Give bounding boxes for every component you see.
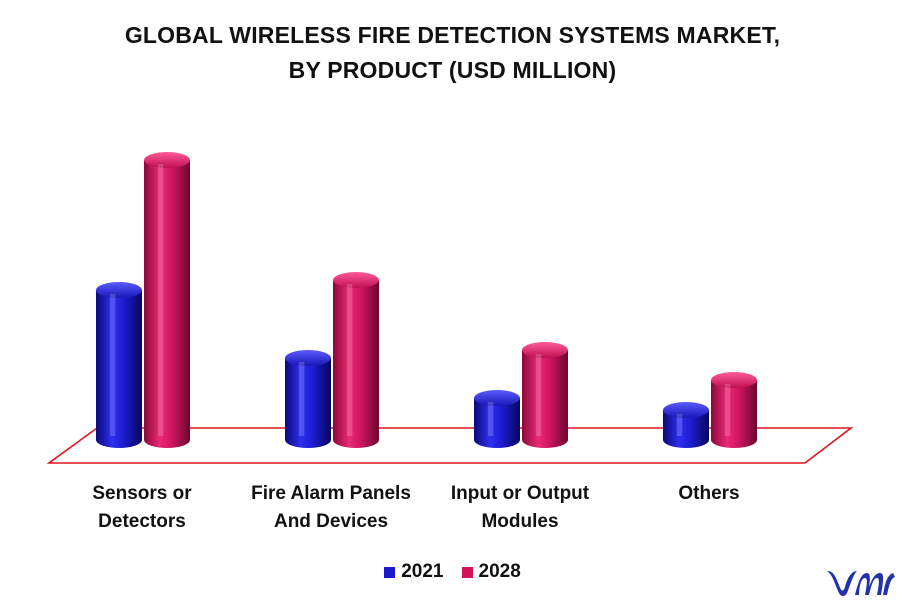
bar-body-2021-3 — [663, 410, 709, 448]
bar-cap-2021-3 — [663, 402, 709, 418]
legend-item-2028: 2028 — [461, 561, 521, 583]
bar-2021-3 — [663, 402, 709, 448]
legend-item-2021: 2021 — [384, 561, 444, 583]
category-label-2: Input or Output Modules — [450, 483, 590, 532]
bar-highlight-2021-0 — [109, 294, 116, 436]
chart-floor — [46, 427, 854, 464]
bar-highlight-2021-2 — [487, 402, 494, 436]
chart-title-line-2: BY PRODUCT (USD MILLION) — [288, 57, 617, 83]
bar-highlight-2028-2 — [535, 354, 542, 436]
bar-highlight-2021-1 — [298, 362, 305, 436]
bar-body-2028-3 — [711, 380, 757, 448]
bar-body-2028-1 — [333, 280, 379, 448]
bar-2021-1 — [285, 350, 331, 448]
bar-highlight-2021-3 — [676, 414, 683, 436]
bar-cap-2028-3 — [711, 372, 757, 388]
bar-cap-2021-1 — [285, 350, 331, 366]
legend-swatch-2021 — [384, 566, 396, 578]
bar-body-2028-2 — [522, 350, 568, 448]
legend-swatch-2028 — [461, 566, 473, 578]
vmr-logo-icon — [827, 571, 895, 596]
bar-body-2028-0 — [144, 160, 190, 448]
bar-2028-3 — [711, 372, 757, 448]
bar-cap-2028-2 — [522, 342, 568, 358]
legend-label-2021: 2021 — [401, 561, 444, 582]
bar-highlight-2028-0 — [157, 164, 164, 436]
chart-title: GLOBAL WIRELESS FIRE DETECTION SYSTEMS M… — [0, 18, 905, 88]
category-label-3: Others — [678, 483, 740, 504]
bar-2028-1 — [333, 272, 379, 448]
chart-title-line-1: GLOBAL WIRELESS FIRE DETECTION SYSTEMS M… — [124, 22, 781, 48]
bar-cap-2021-0 — [96, 282, 142, 298]
bar-highlight-2028-1 — [346, 284, 353, 436]
bar-highlight-2028-3 — [724, 384, 731, 436]
bar-2021-0 — [96, 282, 142, 448]
category-label-1: Fire Alarm Panels And Devices — [251, 483, 411, 532]
bar-body-2021-1 — [285, 358, 331, 448]
bar-2021-2 — [474, 390, 520, 448]
legend: 2021 2028 — [0, 561, 905, 583]
bars-group — [96, 152, 757, 448]
category-label-0: Sensors or Detectors — [92, 483, 192, 532]
bar-2028-2 — [522, 342, 568, 448]
bar-body-2021-0 — [96, 290, 142, 448]
bar-cap-2021-2 — [474, 390, 520, 406]
legend-label-2028: 2028 — [478, 561, 521, 582]
bar-cap-2028-1 — [333, 272, 379, 288]
bar-2028-0 — [144, 152, 190, 448]
bar-cap-2028-0 — [144, 152, 190, 168]
bar-body-2021-2 — [474, 398, 520, 448]
